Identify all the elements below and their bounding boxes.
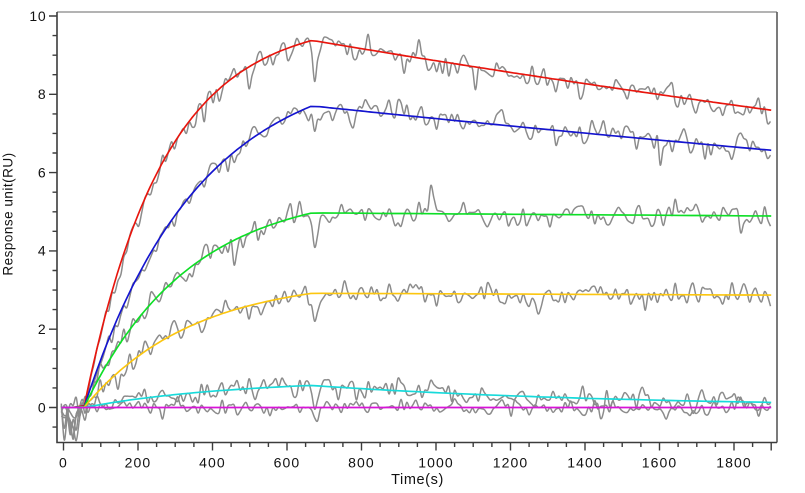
svg-text:Time(s): Time(s) [391, 472, 444, 488]
svg-text:600: 600 [274, 455, 301, 471]
svg-text:4: 4 [38, 243, 47, 259]
svg-text:1600: 1600 [642, 455, 678, 471]
svg-text:8: 8 [38, 86, 47, 102]
svg-text:1000: 1000 [418, 455, 454, 471]
svg-text:6: 6 [38, 164, 47, 180]
svg-text:1200: 1200 [493, 455, 529, 471]
svg-text:0: 0 [38, 399, 47, 415]
svg-text:1800: 1800 [716, 455, 752, 471]
svg-text:Response unit(RU): Response unit(RU) [1, 152, 16, 275]
svg-text:1400: 1400 [567, 455, 603, 471]
svg-text:2: 2 [38, 321, 47, 337]
svg-text:400: 400 [199, 455, 226, 471]
svg-text:10: 10 [29, 8, 46, 24]
svg-text:200: 200 [125, 455, 152, 471]
svg-text:0: 0 [59, 455, 68, 471]
svg-text:800: 800 [348, 455, 375, 471]
